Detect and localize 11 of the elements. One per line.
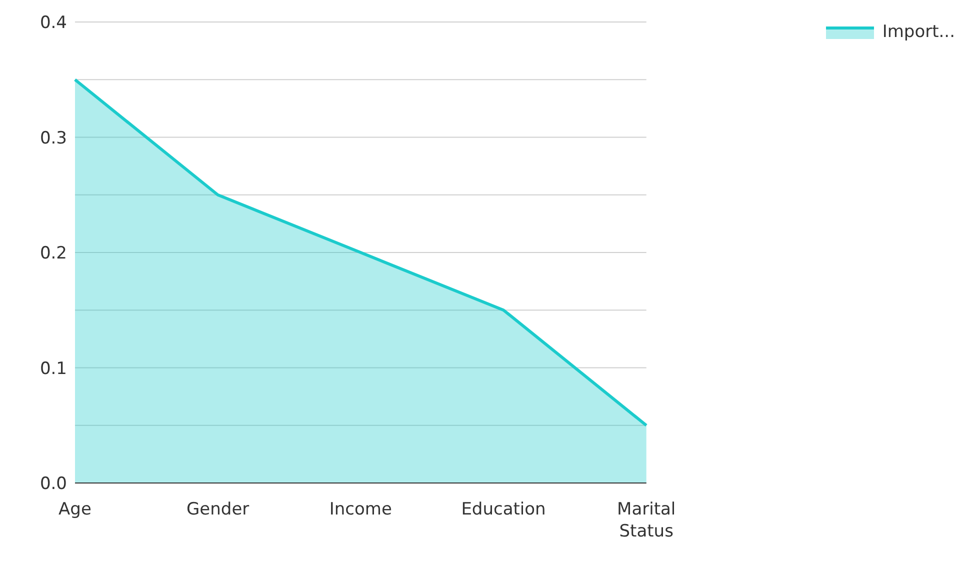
x-tick-label: Age bbox=[58, 499, 92, 520]
x-tick-label: Education bbox=[461, 499, 546, 520]
y-tick-label: 0.0 bbox=[40, 474, 67, 494]
x-tick-label: Income bbox=[329, 499, 392, 520]
x-tick-label: Gender bbox=[186, 499, 250, 520]
x-tick-label: Marital Status bbox=[617, 499, 676, 542]
y-tick-label: 0.3 bbox=[40, 128, 67, 148]
y-tick-label: 0.2 bbox=[40, 244, 67, 264]
legend-label: Import... bbox=[882, 22, 955, 42]
y-tick-label: 0.4 bbox=[40, 13, 67, 34]
y-tick-label: 0.1 bbox=[40, 358, 67, 379]
